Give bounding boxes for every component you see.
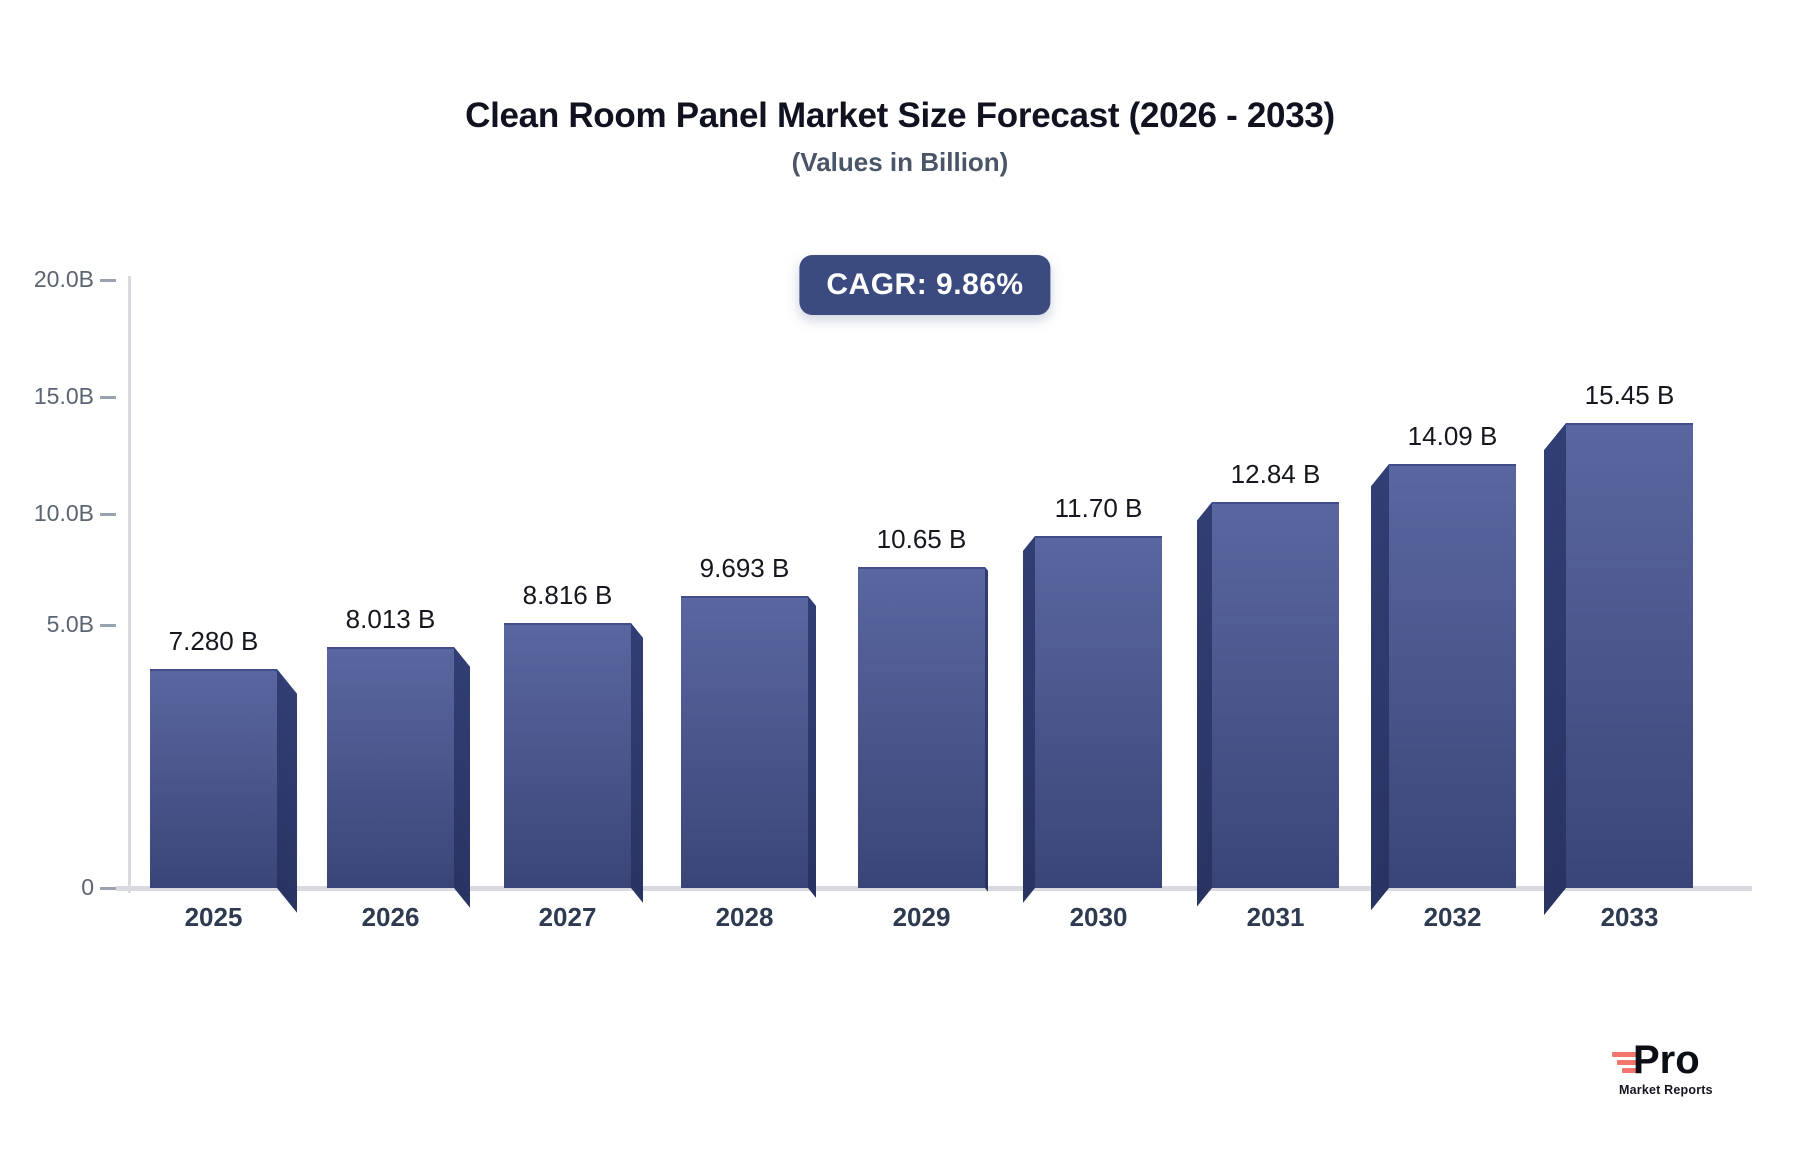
bar-side-face bbox=[631, 623, 643, 903]
y-tick-mark bbox=[100, 396, 116, 399]
bar-side-face bbox=[1371, 464, 1389, 911]
bar-side-face bbox=[1544, 423, 1566, 916]
x-tick-label: 2027 bbox=[538, 902, 597, 932]
bar-side-face bbox=[1023, 536, 1035, 903]
y-tick-mark bbox=[100, 887, 116, 890]
x-tick-label: 2031 bbox=[1246, 902, 1305, 932]
brand-logo: Pro Market Reports bbox=[1600, 1036, 1740, 1106]
bar-side-face bbox=[1197, 502, 1212, 907]
bar-side-face bbox=[277, 669, 297, 913]
x-tick-label: 2028 bbox=[715, 902, 774, 932]
y-tick-label: 20.0B bbox=[33, 266, 94, 292]
x-tick-label: 2025 bbox=[184, 902, 243, 932]
bar-value-label: 8.013 B bbox=[345, 604, 436, 634]
bar-side-face bbox=[454, 647, 470, 908]
bar-value-label: 11.70 B bbox=[1054, 493, 1143, 523]
logo-stripe-icon bbox=[1622, 1068, 1637, 1073]
x-tick-label: 2030 bbox=[1069, 902, 1128, 932]
x-tick-label: 2026 bbox=[361, 902, 420, 932]
bar-value-label: 8.816 B bbox=[522, 580, 613, 610]
chart-subtitle: (Values in Billion) bbox=[791, 147, 1009, 177]
y-tick-mark bbox=[100, 279, 116, 282]
bar-front-face bbox=[1389, 464, 1516, 888]
y-tick-mark bbox=[100, 624, 116, 627]
logo-brand-text: Pro bbox=[1633, 1038, 1700, 1082]
cagr-badge: CAGR: 9.86% bbox=[799, 255, 1051, 315]
bar-value-label: 14.09 B bbox=[1407, 421, 1498, 451]
chart-title: Clean Room Panel Market Size Forecast (2… bbox=[465, 96, 1335, 135]
bar-front-face bbox=[327, 647, 454, 888]
bar-front-face bbox=[504, 623, 631, 888]
x-tick-label: 2033 bbox=[1600, 902, 1659, 932]
y-tick-label: 15.0B bbox=[33, 383, 94, 409]
x-tick-label: 2032 bbox=[1423, 902, 1482, 932]
logo-stripe-icon bbox=[1617, 1060, 1637, 1065]
y-tick-label: 10.0B bbox=[33, 500, 94, 526]
bar-front-face bbox=[1035, 536, 1162, 888]
bar-front-face bbox=[150, 669, 277, 888]
bar-front-face bbox=[1566, 423, 1693, 888]
bar-side-face bbox=[985, 567, 988, 892]
logo-tagline: Market Reports bbox=[1619, 1083, 1713, 1097]
bar-value-label: 7.280 B bbox=[168, 626, 259, 656]
x-tick-label: 2029 bbox=[892, 902, 951, 932]
bar-side-face bbox=[808, 596, 816, 898]
bar-value-label: 15.45 B bbox=[1584, 380, 1675, 410]
y-tick-label: 5.0B bbox=[46, 611, 94, 637]
y-tick-mark bbox=[100, 513, 116, 516]
y-tick-label: 0 bbox=[81, 874, 94, 900]
bar-value-label: 9.693 B bbox=[699, 553, 790, 583]
cagr-badge-label: CAGR: 9.86% bbox=[826, 268, 1024, 301]
bar-front-face bbox=[858, 567, 985, 888]
bar-front-face bbox=[1212, 502, 1339, 888]
bar-value-label: 12.84 B bbox=[1230, 459, 1321, 489]
x-axis-line bbox=[116, 886, 1752, 891]
bar-value-label: 10.65 B bbox=[876, 524, 967, 554]
logo-stripe-icon bbox=[1612, 1052, 1637, 1057]
bar-front-face bbox=[681, 596, 808, 888]
y-axis-line bbox=[128, 276, 131, 893]
